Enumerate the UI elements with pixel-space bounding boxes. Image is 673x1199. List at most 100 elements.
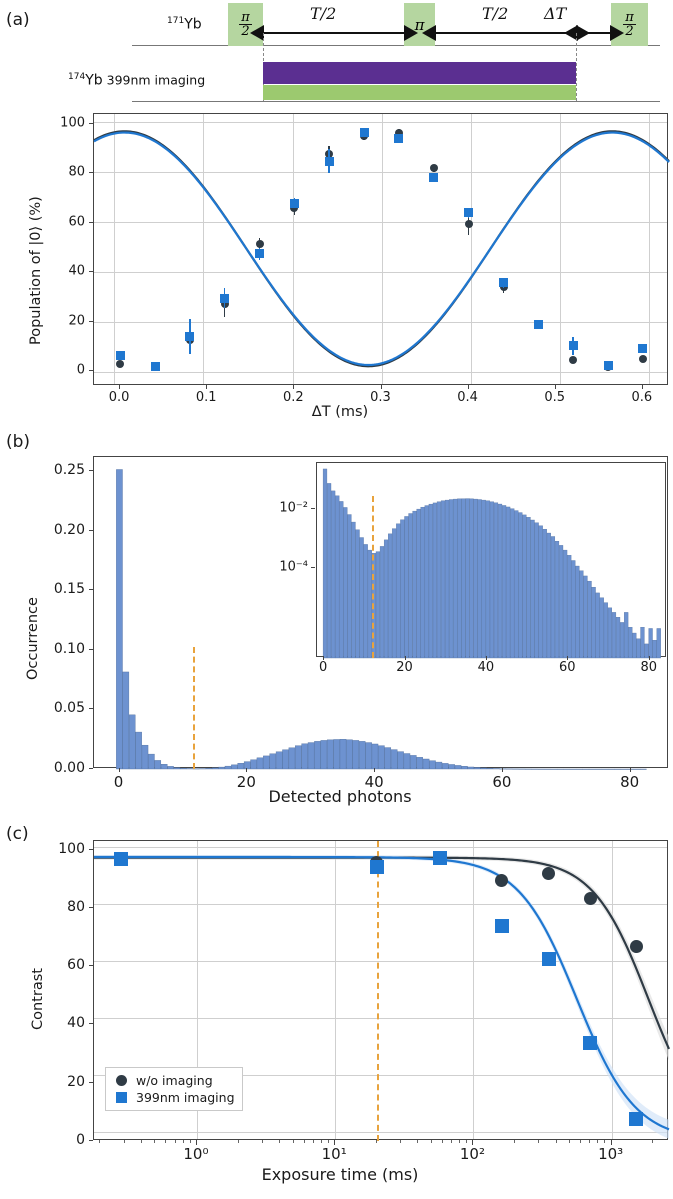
xtick-c: 10²: [459, 1145, 485, 1163]
tickmark: [374, 768, 376, 772]
data-point-square: [432, 850, 447, 865]
tickmark: [89, 529, 93, 531]
xtick-a: 0.5: [544, 390, 566, 405]
tickmark: [195, 1140, 197, 1145]
dashed-marker-end: [576, 33, 577, 101]
minor-tickmark: [182, 1140, 184, 1143]
minor-tickmark: [261, 1140, 263, 1143]
gridline-c-y-20: [94, 1075, 667, 1076]
xtick-b: 20: [236, 773, 256, 791]
data-point-square: [541, 952, 556, 966]
tickmark: [501, 768, 503, 772]
xtick-a: 0.6: [631, 390, 653, 405]
tickmark: [629, 768, 631, 772]
tickmark: [118, 768, 120, 772]
panel-a-plot: [93, 130, 670, 368]
minor-tickmark: [459, 1140, 460, 1143]
ytick-a: 80: [68, 164, 85, 180]
data-point-square: [115, 350, 125, 360]
panel-b-inset-axes: [316, 462, 666, 659]
minor-tickmark: [320, 1140, 322, 1143]
panel-c-ylabel: Contrast: [30, 968, 46, 1030]
data-point-square: [499, 278, 508, 288]
data-point-square: [220, 293, 230, 303]
ytick-c: 80: [67, 898, 85, 915]
data-point-square: [289, 198, 299, 208]
data-point-circle: [629, 939, 643, 953]
ytick-a: 40: [68, 263, 85, 279]
legend-label-wo-imaging: w/o imaging: [136, 1073, 213, 1088]
data-point-square: [583, 1036, 598, 1051]
data-point-square: [533, 320, 543, 330]
tickmark: [554, 385, 556, 389]
data-point-circle: [638, 355, 647, 364]
xtick-a: 0.3: [370, 390, 391, 405]
ytick-a: 100: [60, 115, 85, 131]
data-point-square: [359, 128, 369, 137]
tickmark: [89, 906, 93, 908]
minor-tickmark: [604, 1140, 606, 1143]
ytick-b: 0.25: [53, 462, 85, 479]
xtick-b-inset: 60: [559, 660, 576, 675]
tickmark: [89, 768, 93, 769]
data-point-square: [255, 249, 264, 259]
xtick-b-inset: 80: [640, 660, 657, 675]
panel-b-ylabel: Occurrence: [25, 597, 41, 680]
square-marker-icon: [111, 1092, 131, 1103]
gridline-c-y-100: [94, 847, 667, 848]
tickmark: [467, 385, 469, 389]
minor-tickmark: [400, 1140, 402, 1143]
panel-a-xlabel: ΔT (ms): [311, 404, 369, 420]
label-171yb: 171Yb: [167, 16, 202, 33]
minor-tickmark: [99, 1140, 101, 1143]
legend-label-399nm-imaging: 399nm imaging: [136, 1090, 235, 1105]
minor-tickmark: [237, 1140, 239, 1143]
sequence-baseline-174: [132, 101, 660, 102]
gridline-c-x-1: [196, 841, 198, 1139]
minor-tickmark: [538, 1140, 540, 1143]
data-point-circle: [290, 204, 299, 212]
gridline-x-0.0: [114, 114, 115, 384]
ytick-a: 0: [76, 362, 85, 378]
xtick-c: 10⁰: [183, 1145, 209, 1163]
legend-item-wo-imaging: w/o imaging: [111, 1072, 235, 1089]
data-point-square: [638, 343, 648, 353]
gridline-x-0.3: [382, 114, 383, 384]
gridline-x-0.6: [649, 114, 650, 384]
ytick-b: 0.00: [53, 760, 85, 776]
interval-label-delta-t: ΔT: [544, 4, 567, 23]
data-point-square: [324, 156, 334, 166]
data-point-square: [150, 361, 160, 371]
tickmark: [323, 656, 325, 660]
panel-label-c: (c): [6, 824, 29, 844]
minor-tickmark: [579, 1140, 581, 1143]
tickmark: [89, 370, 93, 372]
data-point-square: [185, 332, 195, 341]
tickmark: [404, 656, 406, 660]
data-point-square: [629, 1112, 643, 1127]
gridline-x-0.2: [293, 114, 294, 384]
minor-tickmark: [327, 1140, 329, 1143]
ytick-c: 0: [76, 1132, 85, 1148]
xtick-b-inset: 20: [396, 660, 413, 675]
tickmark: [89, 122, 93, 124]
minor-tickmark: [450, 1140, 452, 1143]
tickmark: [641, 385, 643, 389]
ytick-b-inset: 10⁻²: [279, 500, 308, 516]
data-point-square: [429, 172, 439, 182]
minor-tickmark: [430, 1140, 432, 1143]
tickmark: [89, 172, 93, 174]
tickmark: [89, 470, 93, 472]
panel-a-ylabel: Population of |0⟩ (%): [28, 196, 44, 345]
ytick-c: 40: [67, 1015, 85, 1032]
gridline-y-40: [94, 272, 667, 273]
ytick-b-inset: 10⁻⁴: [279, 559, 308, 575]
data-point-circle: [255, 239, 264, 248]
minor-tickmark: [123, 1140, 125, 1143]
sequence-baseline-171: [132, 45, 660, 46]
gridline-c-y-40: [94, 1018, 667, 1019]
label-174yb-imaging: 174Yb 399nm imaging: [68, 72, 206, 89]
minor-tickmark: [292, 1140, 294, 1143]
